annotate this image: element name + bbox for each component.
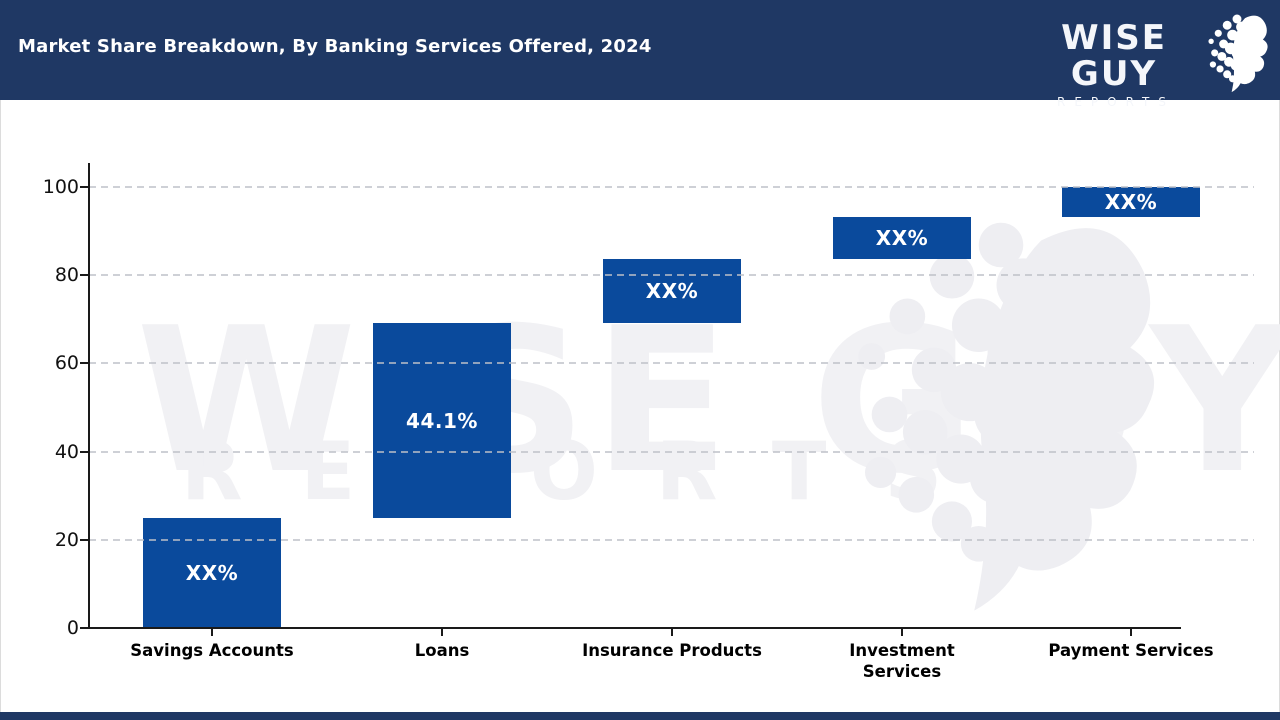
bar-value-label: XX% (645, 279, 699, 304)
gridline-40 (89, 450, 1254, 453)
y-tick-label: 40 (54, 440, 79, 463)
x-category-label: Payment Services (1048, 641, 1214, 660)
y-tick-mark (80, 538, 88, 541)
watermark-text-line2: REPORTS (181, 425, 1001, 518)
x-category-label: Insurance Products (582, 641, 762, 660)
gridline-60 (89, 362, 1254, 365)
y-tick-mark (80, 450, 88, 453)
logo-head-icon (1208, 14, 1268, 93)
watermark-head-icon (858, 222, 1155, 611)
footer-band (0, 712, 1280, 720)
x-tick-mark (901, 629, 903, 636)
y-tick-mark (80, 274, 88, 277)
x-category-label: Savings Accounts (130, 641, 294, 660)
logo-wordmark-line1: WISE GUY (1061, 18, 1167, 94)
bar-value-label: 44.1% (406, 408, 478, 433)
y-tick-label: 100 (42, 176, 79, 198)
x-tick-mark (671, 629, 673, 636)
y-tick-label: 20 (54, 528, 79, 551)
bar-payment-services: XX% (1062, 187, 1200, 218)
x-tick-mark (1130, 629, 1132, 636)
x-category-label: Loans (414, 641, 470, 660)
bar-insurance-products: XX% (603, 259, 741, 324)
wise-guy-reports-logo: WISE GUY REPORTS (1030, 6, 1270, 109)
y-tick-mark (80, 186, 88, 188)
y-tick-mark (80, 627, 88, 629)
y-tick-label: 0 (66, 617, 79, 639)
y-tick-label: 60 (54, 352, 79, 375)
bar-value-label: XX% (185, 560, 239, 585)
bar-value-label: XX% (1104, 190, 1158, 215)
x-category-label: Investment Services (849, 641, 955, 681)
bar-investment-services: XX% (833, 217, 971, 260)
gridline-80 (89, 274, 1254, 277)
y-axis-spine (88, 163, 90, 629)
y-tick-label: 80 (54, 264, 79, 287)
logo-wordmark: WISE GUY REPORTS (1030, 20, 1198, 109)
header-band: Market Share Breakdown, By Banking Servi… (0, 0, 1280, 109)
bar-savings-accounts: XX% (143, 517, 281, 628)
bar-loans: 44.1% (373, 323, 511, 518)
gridline-20 (89, 538, 1254, 541)
x-tick-mark (211, 629, 213, 636)
x-axis-spine (88, 627, 1181, 629)
plot-background: WISE GUY REPORTS XX% Savings Accounts 44.1… (0, 100, 1280, 712)
bar-value-label: XX% (875, 226, 929, 251)
gridline-100 (89, 186, 1254, 188)
chart-title: Market Share Breakdown, By Banking Servi… (18, 36, 652, 57)
logo-wordmark-line2: REPORTS (1056, 95, 1175, 109)
y-tick-mark (80, 362, 88, 365)
x-tick-mark (441, 629, 443, 636)
